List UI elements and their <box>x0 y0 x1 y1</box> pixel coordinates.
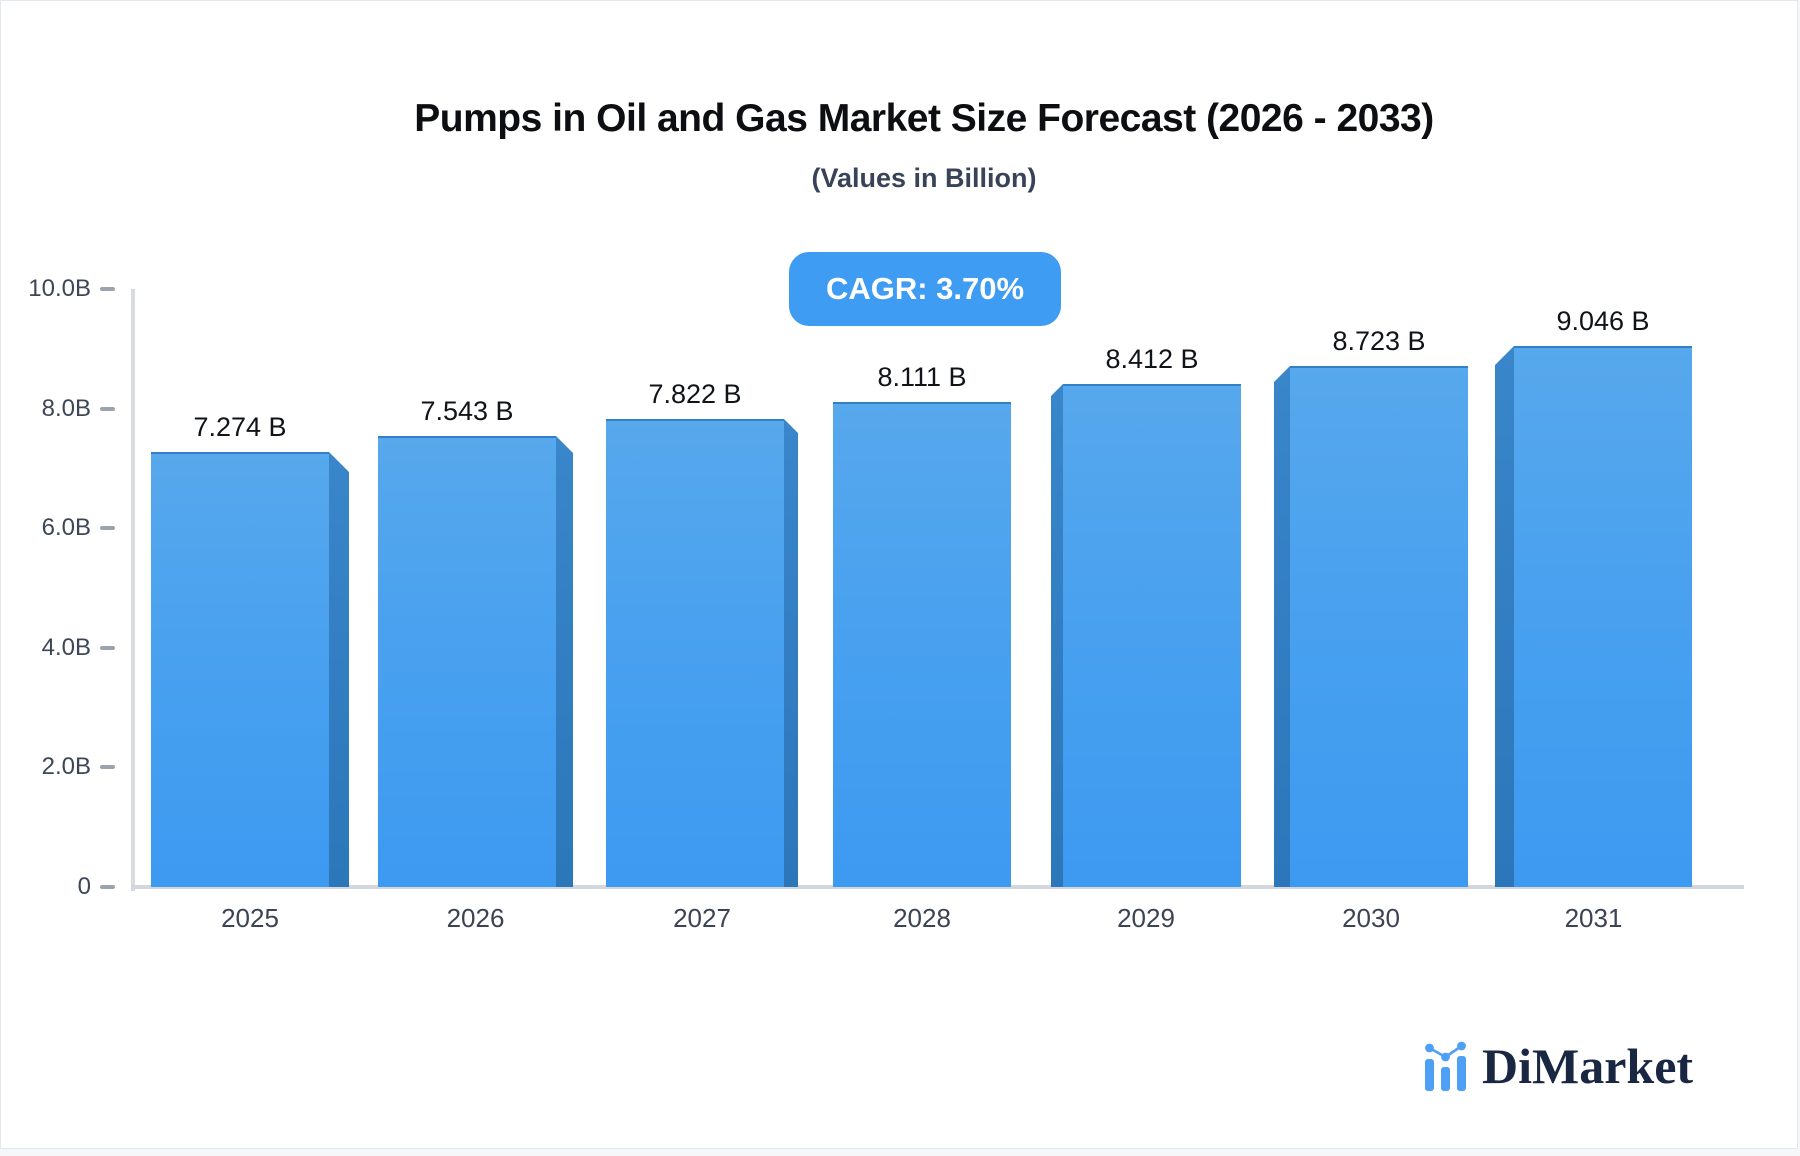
x-axis-tick-label: 2029 <box>1117 903 1175 933</box>
bar-side <box>1274 366 1290 887</box>
bar-face <box>151 452 329 887</box>
y-axis-tick-label: 2.0B <box>41 753 91 781</box>
cagr-badge-label: CAGR: 3.70% <box>825 271 1025 306</box>
bar-value-label: 7.543 B <box>420 396 514 426</box>
x-axis-tick-label: 2031 <box>1564 903 1623 933</box>
bar-face <box>833 402 1011 887</box>
bar-side <box>329 452 349 887</box>
x-axis-line <box>131 885 1744 889</box>
brand-logo-text: DiMarket <box>1482 1038 1694 1094</box>
bar-value-label: 9.046 B <box>1556 306 1650 336</box>
bar-face <box>1063 384 1241 887</box>
y-axis-tick-label: 8.0B <box>41 394 91 422</box>
page-title: Pumps in Oil and Gas Market Size Forecas… <box>414 97 1434 140</box>
bar-2031: 9.046 B <box>1495 306 1692 887</box>
y-axis-tick <box>100 885 115 889</box>
y-axis-tick <box>100 765 115 770</box>
brand-logo: DiMarket <box>1424 1041 1693 1091</box>
bar-face <box>1290 366 1468 887</box>
y-axis-tick-label: 6.0B <box>41 514 91 542</box>
bar-side <box>556 436 573 887</box>
y-axis-tick <box>100 526 115 531</box>
bar-2030: 8.723 B <box>1274 326 1468 887</box>
y-axis-line <box>131 289 135 891</box>
bar-2029: 8.412 B <box>1051 344 1241 887</box>
bar-face <box>378 436 556 887</box>
x-axis-tick-label: 2025 <box>221 903 279 933</box>
y-axis-tick <box>100 645 115 650</box>
bar-side <box>784 419 798 887</box>
bar-value-label: 8.412 B <box>1105 344 1199 374</box>
chart-subtitle: (Values in Billion) <box>811 163 1037 193</box>
y-axis-tick <box>100 287 115 292</box>
mini-bar-chart-icon <box>1425 1041 1466 1091</box>
y-axis-tick-label: 4.0B <box>41 633 91 661</box>
x-axis-tick-label: 2030 <box>1342 903 1400 933</box>
bar-value-label: 8.723 B <box>1332 326 1426 356</box>
y-axis-tick-label: 10.0B <box>28 275 91 303</box>
bar-2028: 8.111 B <box>833 362 1011 887</box>
bar-2026: 7.543 B <box>378 396 573 887</box>
x-axis-tick-label: 2027 <box>673 903 731 933</box>
x-axis-tick-label: 2026 <box>446 903 505 933</box>
bar-side <box>1495 346 1514 887</box>
bar-value-label: 8.111 B <box>877 362 967 392</box>
y-axis-tick-label: 0 <box>77 873 91 900</box>
chart-header: Pumps in Oil and Gas Market Size Forecas… <box>51 97 1797 194</box>
x-axis-tick-label: 2028 <box>893 903 951 933</box>
bar-side <box>1051 384 1063 887</box>
bar-2025: 7.274 B <box>151 412 349 887</box>
y-axis-tick <box>100 406 115 411</box>
bar-value-label: 7.274 B <box>193 412 287 442</box>
cagr-badge: CAGR: 3.70% <box>789 252 1061 326</box>
bar-face <box>1514 346 1692 887</box>
bar-2027: 7.822 B <box>606 379 798 887</box>
bar-face <box>606 419 784 887</box>
bar-value-label: 7.822 B <box>648 379 742 409</box>
